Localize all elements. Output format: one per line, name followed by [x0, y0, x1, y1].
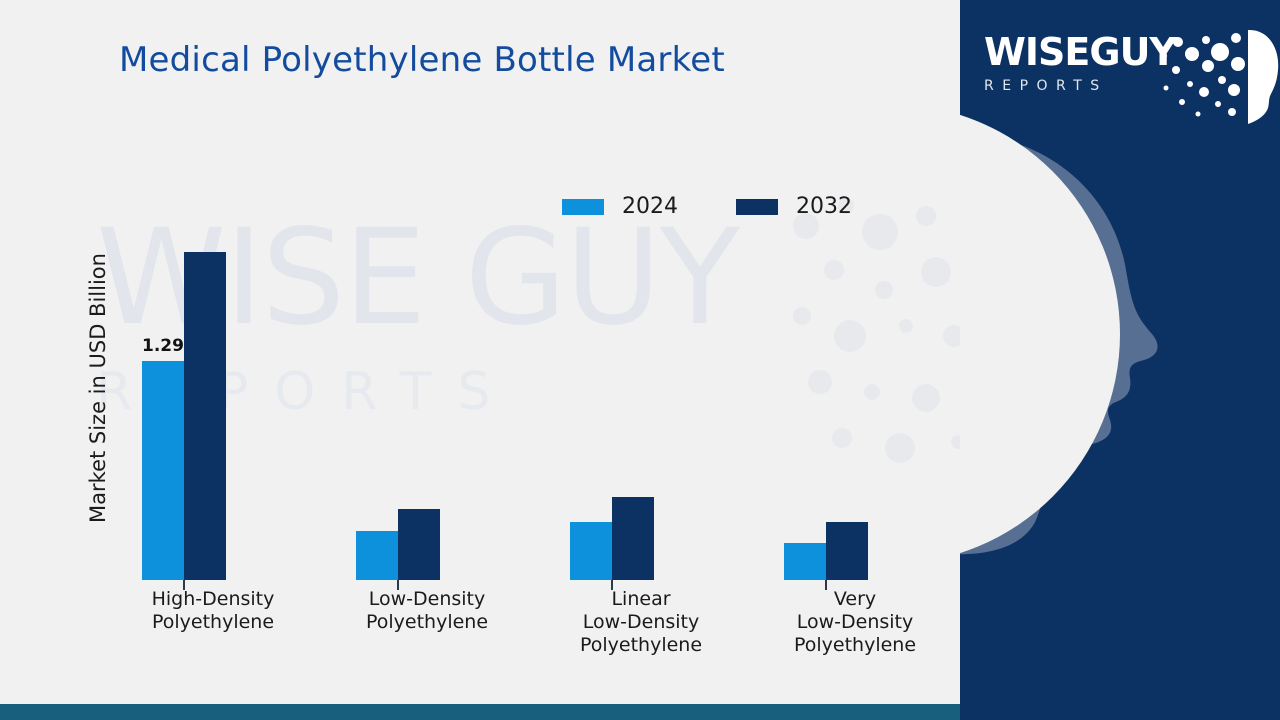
bar-value-label-1-29: 1.29 — [142, 336, 184, 356]
legend-label-2024: 2024 — [622, 194, 678, 219]
legend-label-2032: 2032 — [796, 194, 852, 219]
logo[interactable]: WISEGUY REPORTS — [984, 30, 1279, 124]
bar-2024-low-density-polyethylene[interactable] — [356, 531, 398, 580]
logo-wordmark: WISEGUY — [984, 30, 1177, 74]
chart-panel: WISE GUY REPORTS Medical Polyethylene Bo… — [0, 40, 962, 720]
x-axis-tick-3 — [611, 580, 613, 590]
bottom-accent-strip — [0, 704, 962, 720]
logo-dots-head-icon — [1161, 30, 1279, 124]
legend-item-2024[interactable]: 2024 — [562, 194, 678, 219]
x-axis-tick-1 — [183, 580, 185, 590]
plot-area: 1.29 — [98, 120, 928, 590]
chart-legend: 2024 2032 — [562, 194, 852, 219]
bar-2024-linear-low-density-polyethylene[interactable] — [570, 522, 612, 580]
bar-2032-linear-low-density-polyethylene[interactable] — [612, 497, 654, 580]
bar-2024-very-low-density-polyethylene[interactable] — [784, 543, 826, 580]
logo-subtitle: REPORTS — [984, 78, 1108, 94]
x-axis-tick-4 — [825, 580, 827, 590]
x-axis-category-label-3: Linear Low-Density Polyethylene — [579, 588, 703, 656]
x-axis-category-label-1: High-Density Polyethylene — [151, 588, 275, 633]
brand-panel: WISEGUY REPORTS — [960, 0, 1280, 720]
legend-swatch-2032 — [736, 198, 778, 215]
x-axis-category-label-4: Very Low-Density Polyethylene — [793, 588, 917, 656]
bar-2032-low-density-polyethylene[interactable] — [398, 509, 440, 580]
legend-swatch-2024 — [562, 198, 604, 215]
bar-2024-high-density-polyethylene[interactable] — [142, 361, 184, 580]
bar-2032-high-density-polyethylene[interactable] — [184, 252, 226, 580]
page-title: Medical Polyethylene Bottle Market — [119, 40, 725, 80]
x-axis-category-label-2: Low-Density Polyethylene — [365, 588, 489, 633]
bar-2032-very-low-density-polyethylene[interactable] — [826, 522, 868, 580]
x-axis-tick-2 — [397, 580, 399, 590]
legend-item-2032[interactable]: 2032 — [736, 194, 852, 219]
